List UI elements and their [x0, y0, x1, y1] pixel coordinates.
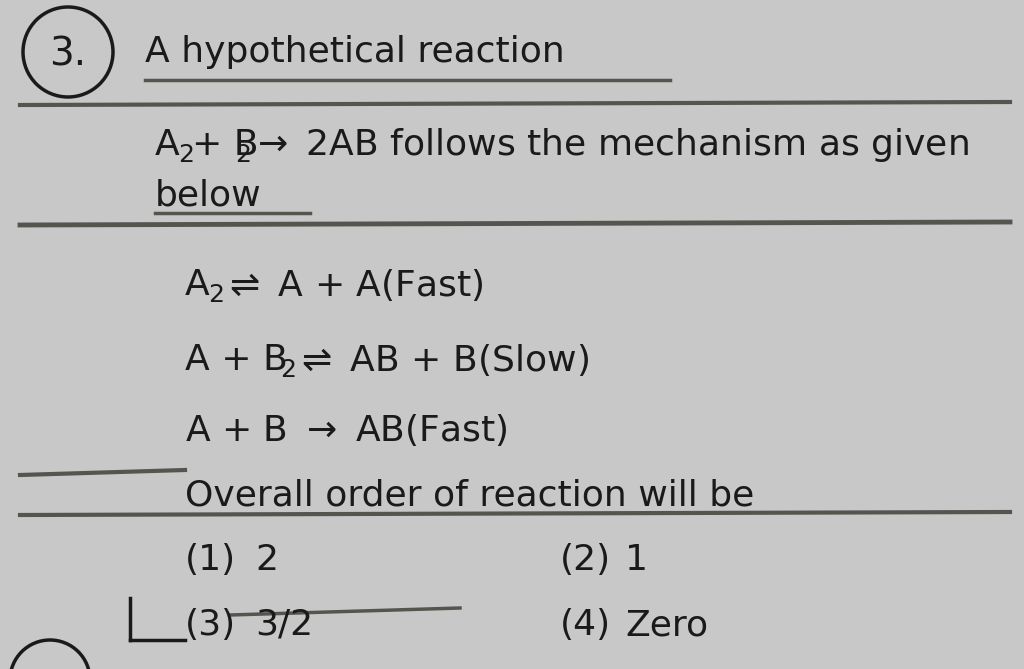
Text: Overall order of reaction will be: Overall order of reaction will be [185, 478, 755, 512]
Text: A: A [185, 268, 210, 302]
Text: (3): (3) [185, 608, 237, 642]
Text: 3.: 3. [49, 36, 87, 74]
Text: 2: 2 [178, 143, 194, 167]
Text: 2: 2 [255, 543, 278, 577]
Text: A: A [155, 128, 180, 162]
Text: + B: + B [193, 128, 258, 162]
Text: A + B $\rightarrow$ AB(Fast): A + B $\rightarrow$ AB(Fast) [185, 412, 508, 448]
Text: A hypothetical reaction: A hypothetical reaction [145, 35, 565, 69]
Text: $\rightarrow$ 2AB follows the mechanism as given: $\rightarrow$ 2AB follows the mechanism … [250, 126, 969, 164]
Text: below: below [155, 178, 261, 212]
Text: Zero: Zero [625, 608, 709, 642]
Text: $\rightleftharpoons$ AB + B(Slow): $\rightleftharpoons$ AB + B(Slow) [294, 342, 589, 378]
Text: 2: 2 [234, 143, 251, 167]
Text: A + B: A + B [185, 343, 288, 377]
Text: (1): (1) [185, 543, 237, 577]
Text: 2: 2 [280, 358, 296, 382]
Text: $\rightleftharpoons$ A + A(Fast): $\rightleftharpoons$ A + A(Fast) [222, 267, 483, 303]
Text: 1: 1 [625, 543, 648, 577]
Text: 3/2: 3/2 [255, 608, 313, 642]
Text: 2: 2 [208, 283, 224, 307]
Text: (2): (2) [560, 543, 611, 577]
Text: (4): (4) [560, 608, 611, 642]
